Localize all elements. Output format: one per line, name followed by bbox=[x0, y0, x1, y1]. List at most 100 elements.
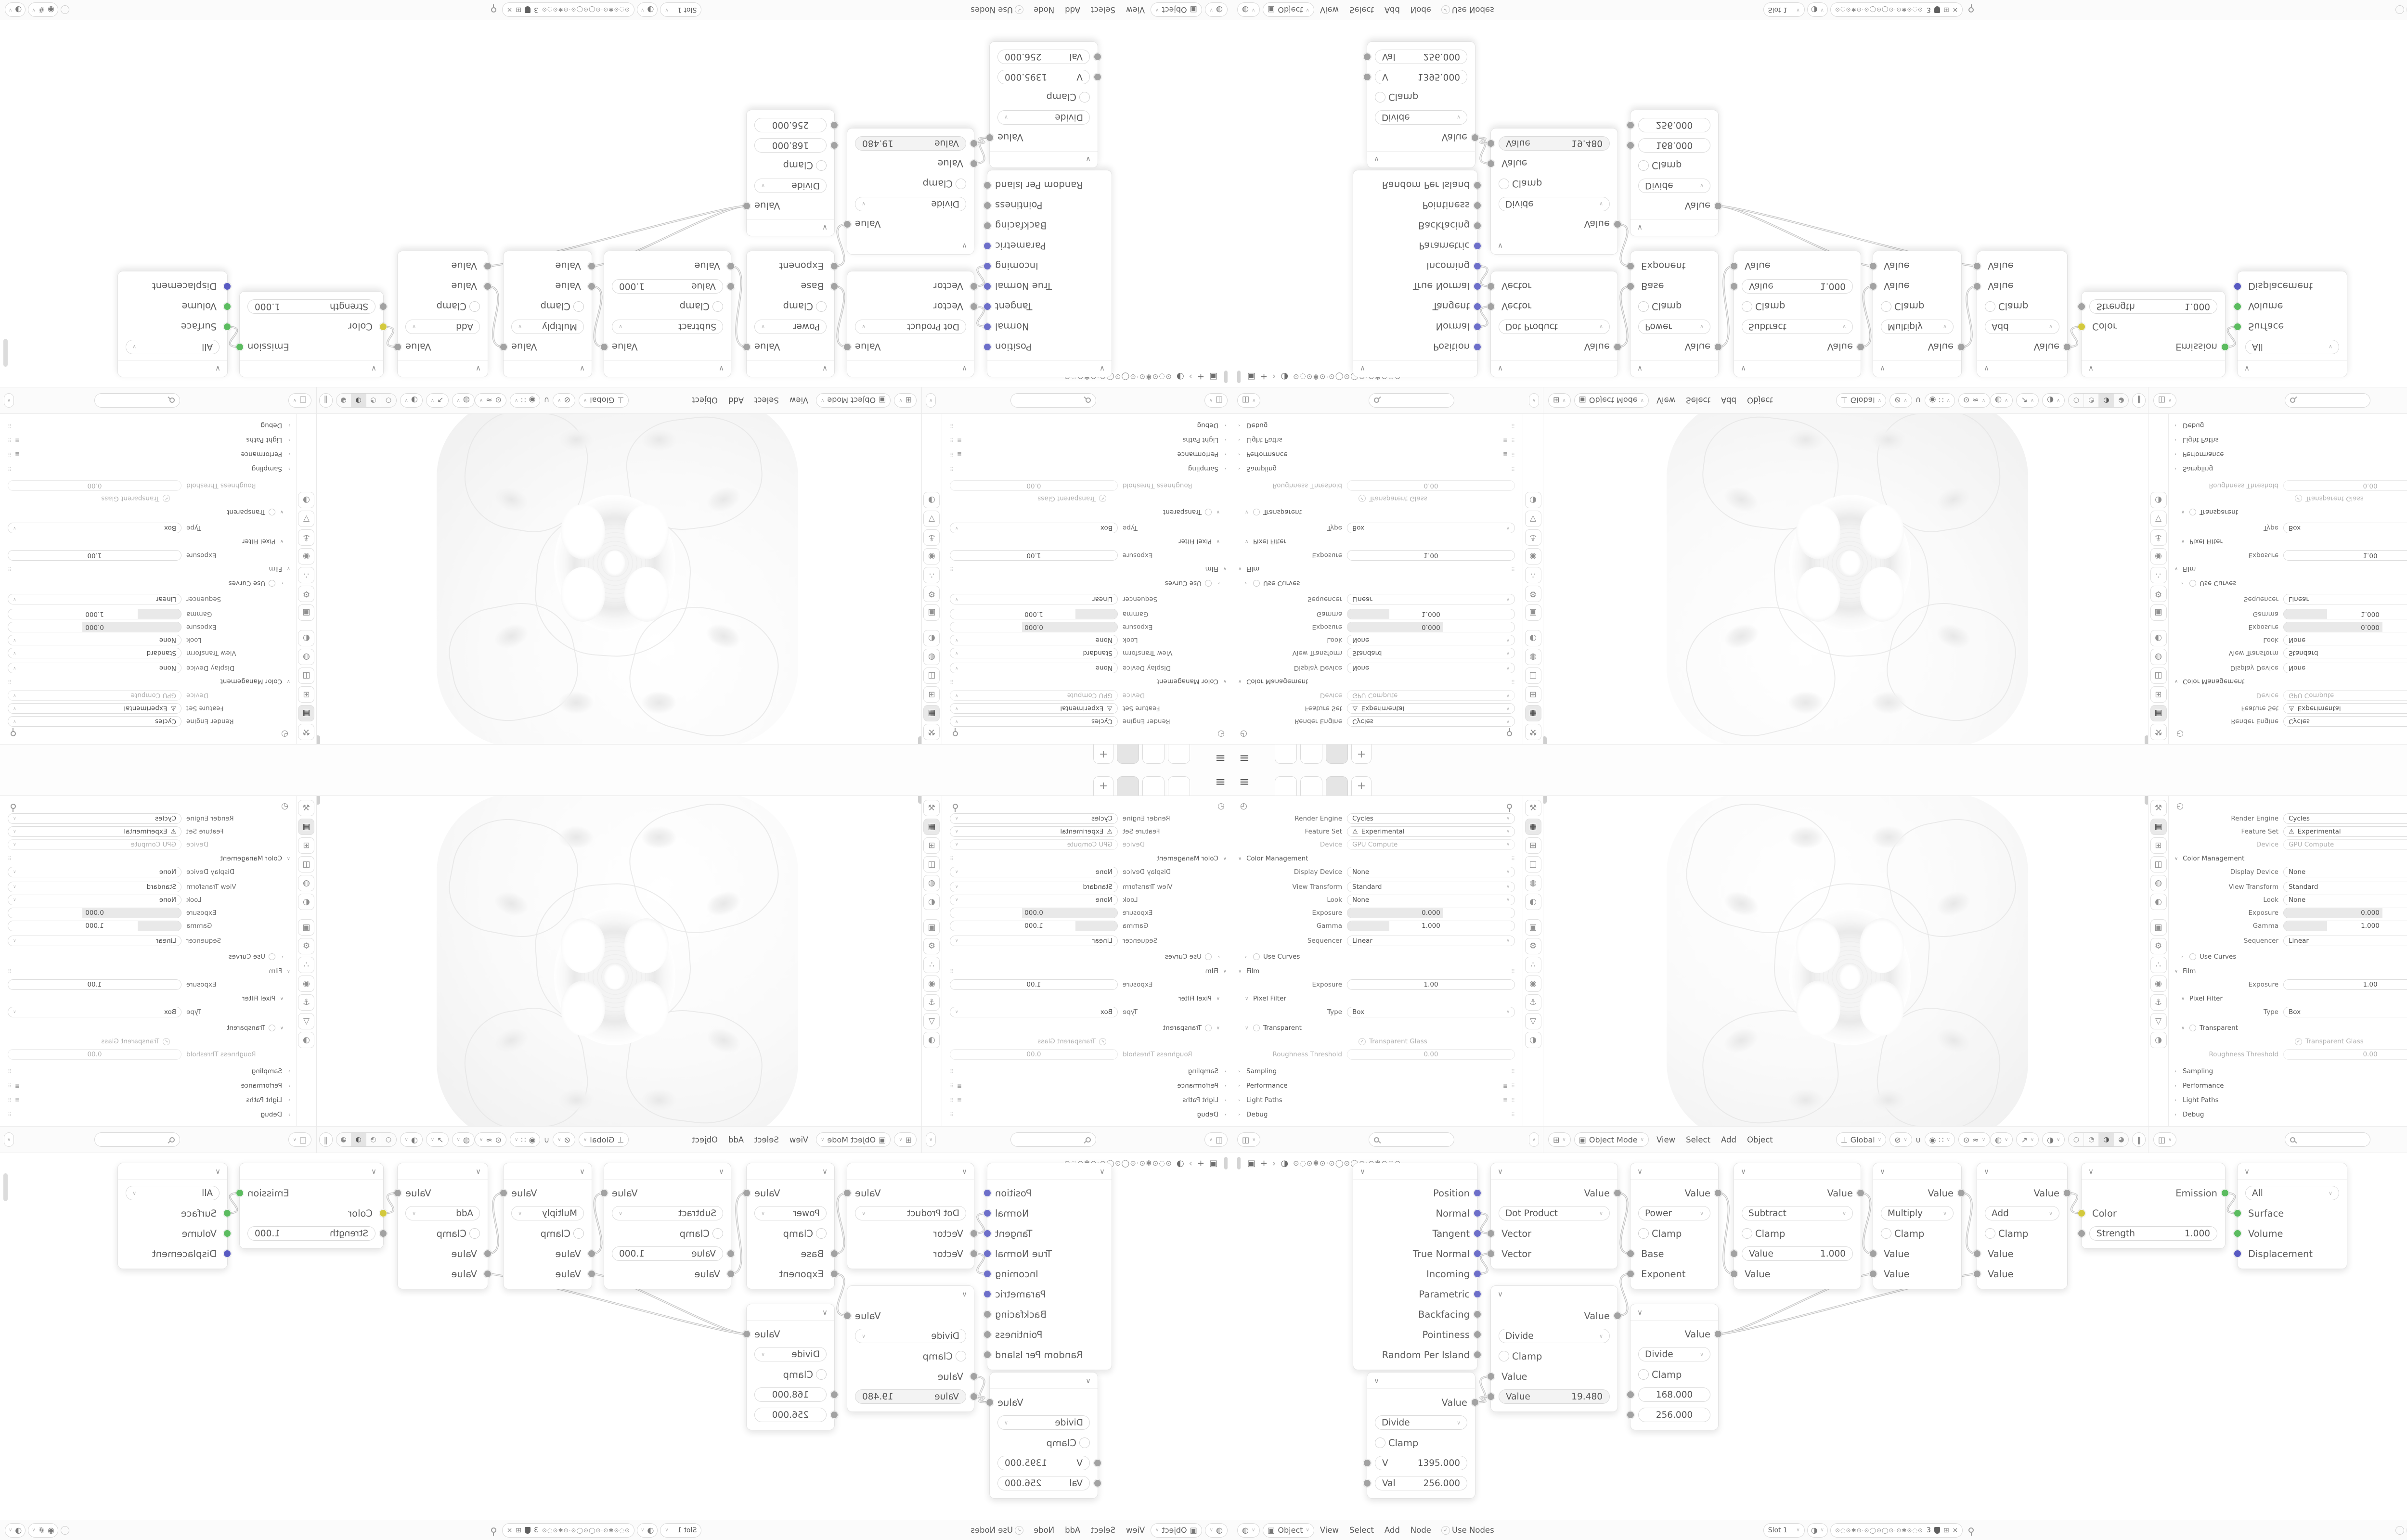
rendered-object[interactable] bbox=[1667, 414, 2028, 744]
rendered-object[interactable] bbox=[1667, 796, 2028, 1126]
options-button[interactable]: ∨ bbox=[1528, 1132, 1539, 1147]
node-divide2[interactable]: ∨ Value Divide ∨ Clamp 168.000 256.000 bbox=[743, 1304, 838, 1430]
view-transform-select[interactable]: Standard∨ bbox=[1347, 882, 1515, 892]
properties-tab-2[interactable]: ⊞ bbox=[923, 837, 940, 854]
socket-out-Parametric[interactable] bbox=[984, 242, 991, 250]
show-gizmo-button[interactable]: ◍ ∨ bbox=[1990, 393, 2013, 408]
gamma-slider[interactable]: 1.000 bbox=[950, 609, 1118, 619]
search-input[interactable] bbox=[1369, 393, 1455, 408]
multiply-clamp-checkbox[interactable] bbox=[573, 301, 584, 312]
menu-select[interactable]: Select bbox=[754, 396, 779, 405]
properties-tab-12[interactable]: ◑ bbox=[1525, 1032, 1541, 1048]
section-light-paths[interactable]: ›Light Paths ≣⠿ bbox=[2174, 1096, 2219, 1104]
properties-tab-1[interactable]: ▦ bbox=[2150, 819, 2167, 835]
viewport-3d[interactable]: ⊞ ∨ ▣ Object Mode ∨ View Select Add Object… bbox=[1543, 387, 2148, 744]
socket-out-Incoming[interactable] bbox=[1474, 1270, 1481, 1278]
properties-tab-2[interactable]: ⊞ bbox=[2150, 686, 2167, 703]
divide3-value-field[interactable]: Val 256.000 bbox=[997, 1476, 1090, 1490]
properties-tab-9[interactable]: ◉ bbox=[923, 975, 940, 992]
device-select[interactable]: GPU Compute∨ bbox=[1347, 690, 1515, 701]
section-performance[interactable]: ›Performance ≣⠿ bbox=[2174, 1082, 2224, 1090]
look-select[interactable]: None∨ bbox=[950, 635, 1118, 645]
properties-tab-4[interactable]: ◍ bbox=[298, 875, 315, 891]
shading-material[interactable]: ◑ bbox=[2098, 394, 2114, 407]
properties-tab-1[interactable]: ▦ bbox=[923, 705, 940, 721]
multiply-operation-select[interactable]: Multiply ∨ bbox=[511, 1206, 584, 1220]
add-clamp-checkbox[interactable] bbox=[1985, 301, 1995, 312]
workspace-tab[interactable] bbox=[1142, 776, 1165, 796]
divide2-operation-select[interactable]: Divide ∨ bbox=[1638, 1347, 1710, 1361]
shader-mode-select[interactable]: ▣ Object ∨ bbox=[1263, 2, 1314, 17]
section-sampling[interactable]: ›Sampling⠿ bbox=[2174, 465, 2213, 473]
divide3-clamp-checkbox[interactable] bbox=[1375, 1437, 1385, 1448]
editor-type-button[interactable]: ◫ ∨ bbox=[288, 1132, 311, 1147]
properties-tab-9[interactable]: ◉ bbox=[298, 548, 315, 565]
properties-tab-0[interactable]: ⚒ bbox=[1525, 724, 1541, 740]
properties-tab-6[interactable]: ▣ bbox=[1525, 919, 1541, 936]
proportional-edit-button[interactable]: ◉ ∷ ∨ bbox=[1924, 393, 1955, 408]
socket-in-Exponent[interactable] bbox=[1627, 1270, 1634, 1278]
socket-in-Color[interactable] bbox=[379, 323, 387, 331]
properties-tab-9[interactable]: ◉ bbox=[2150, 975, 2167, 992]
node-output[interactable]: ∨ All ∨ Surface Volume Displacement bbox=[2234, 1163, 2347, 1269]
view-transform-select[interactable]: Standard∨ bbox=[8, 882, 181, 892]
section-sampling[interactable]: ›Sampling⠿ bbox=[1238, 465, 1515, 473]
socket-in-Volume[interactable] bbox=[223, 1230, 231, 1237]
properties-tab-5[interactable]: ◐ bbox=[298, 630, 315, 646]
use-curves-toggle[interactable] bbox=[1253, 580, 1260, 587]
use-curves-toggle[interactable] bbox=[269, 953, 275, 960]
proportional-edit-button[interactable]: ◉ ∷ ∨ bbox=[510, 1132, 541, 1147]
socket-in-Value[interactable] bbox=[1869, 1270, 1877, 1278]
properties-tab-2[interactable]: ⊞ bbox=[298, 837, 315, 854]
node-collapse-chevron[interactable]: ∨ bbox=[847, 1286, 974, 1302]
divide1-value-field[interactable]: Value 19.480 bbox=[855, 1389, 966, 1404]
viewport-3d[interactable]: ⊞ ∨ ▣ Object Mode ∨ View Select Add Object… bbox=[1543, 796, 2148, 1153]
divide1-operation-select[interactable]: Divide ∨ bbox=[855, 197, 966, 211]
socket-out-Random Per Island[interactable] bbox=[984, 1351, 991, 1359]
properties-tab-1[interactable]: ▦ bbox=[298, 705, 315, 721]
use-curves-toggle[interactable] bbox=[1205, 580, 1212, 587]
node-divide1[interactable]: ∨ Value Divide ∨ Clamp Value Value 19.480 bbox=[843, 1285, 978, 1412]
section-performance[interactable]: ›Performance ≣⠿ bbox=[950, 450, 1227, 458]
properties-tab-11[interactable]: ▽ bbox=[1525, 511, 1541, 527]
transparent-toggle[interactable] bbox=[2189, 1025, 2196, 1031]
socket-out-Random Per Island[interactable] bbox=[984, 181, 991, 189]
subtract-value-field[interactable]: Value 1.000 bbox=[612, 279, 723, 294]
properties-tab-10[interactable]: ⚓ bbox=[298, 994, 315, 1011]
exposure-slider[interactable]: 0.000 bbox=[950, 908, 1118, 918]
node-multiply[interactable]: ∨ Value Multiply ∨ Clamp Value Value bbox=[500, 1163, 595, 1289]
search-input[interactable] bbox=[1010, 393, 1096, 408]
section-transparent[interactable]: ∨ Transparent bbox=[227, 508, 284, 516]
socket-out-Value[interactable] bbox=[1857, 343, 1864, 351]
menu-node[interactable]: Node bbox=[1034, 5, 1055, 14]
socket-in-Value[interactable] bbox=[1869, 262, 1877, 270]
socket-in-Value[interactable] bbox=[1730, 1250, 1738, 1258]
node-collapse-chevron[interactable]: ∨ bbox=[504, 1163, 592, 1180]
section-use-curves[interactable]: › Use Curves bbox=[2181, 953, 2237, 961]
socket-in-Displacement[interactable] bbox=[2234, 1250, 2241, 1258]
properties-tab-12[interactable]: ◑ bbox=[1525, 492, 1541, 508]
film-exposure-field[interactable]: 1.00 bbox=[2283, 550, 2407, 561]
section-debug[interactable]: ›Debug⠿ bbox=[950, 1111, 1227, 1118]
divide3-value-field[interactable]: V 1395.000 bbox=[1375, 1456, 1467, 1470]
subtract-value-field[interactable]: Value 1.000 bbox=[612, 1246, 723, 1261]
socket-out-True Normal[interactable] bbox=[984, 282, 991, 290]
pin-icon[interactable] bbox=[1507, 803, 1512, 809]
transparent-toggle[interactable] bbox=[269, 509, 275, 515]
add-operation-select[interactable]: Add ∨ bbox=[405, 1206, 480, 1220]
divide1-value-field[interactable]: Value 19.480 bbox=[1499, 136, 1610, 151]
properties-tab-3[interactable]: ◫ bbox=[923, 667, 940, 684]
workspace-tab-active[interactable] bbox=[1117, 744, 1139, 764]
menu-add[interactable]: Add bbox=[1065, 5, 1081, 14]
film-exposure-field[interactable]: 1.00 bbox=[8, 550, 181, 561]
divide3-clamp-checkbox[interactable] bbox=[1079, 1437, 1090, 1448]
object-mode-select[interactable]: ▣ Object Mode ∨ bbox=[816, 393, 891, 408]
device-select[interactable]: GPU Compute∨ bbox=[950, 839, 1118, 850]
properties-tab-4[interactable]: ◍ bbox=[1525, 875, 1541, 891]
use-curves-toggle[interactable] bbox=[269, 580, 275, 587]
gamma-slider[interactable]: 1.000 bbox=[1347, 921, 1515, 931]
scrollbar[interactable] bbox=[3, 1173, 8, 1201]
divide2-value-field[interactable]: 256.000 bbox=[1638, 118, 1710, 132]
node-collapse-chevron[interactable]: ∨ bbox=[1734, 360, 1861, 377]
falloff-button[interactable]: ⊙ ≈ ∨ bbox=[1958, 393, 1991, 408]
